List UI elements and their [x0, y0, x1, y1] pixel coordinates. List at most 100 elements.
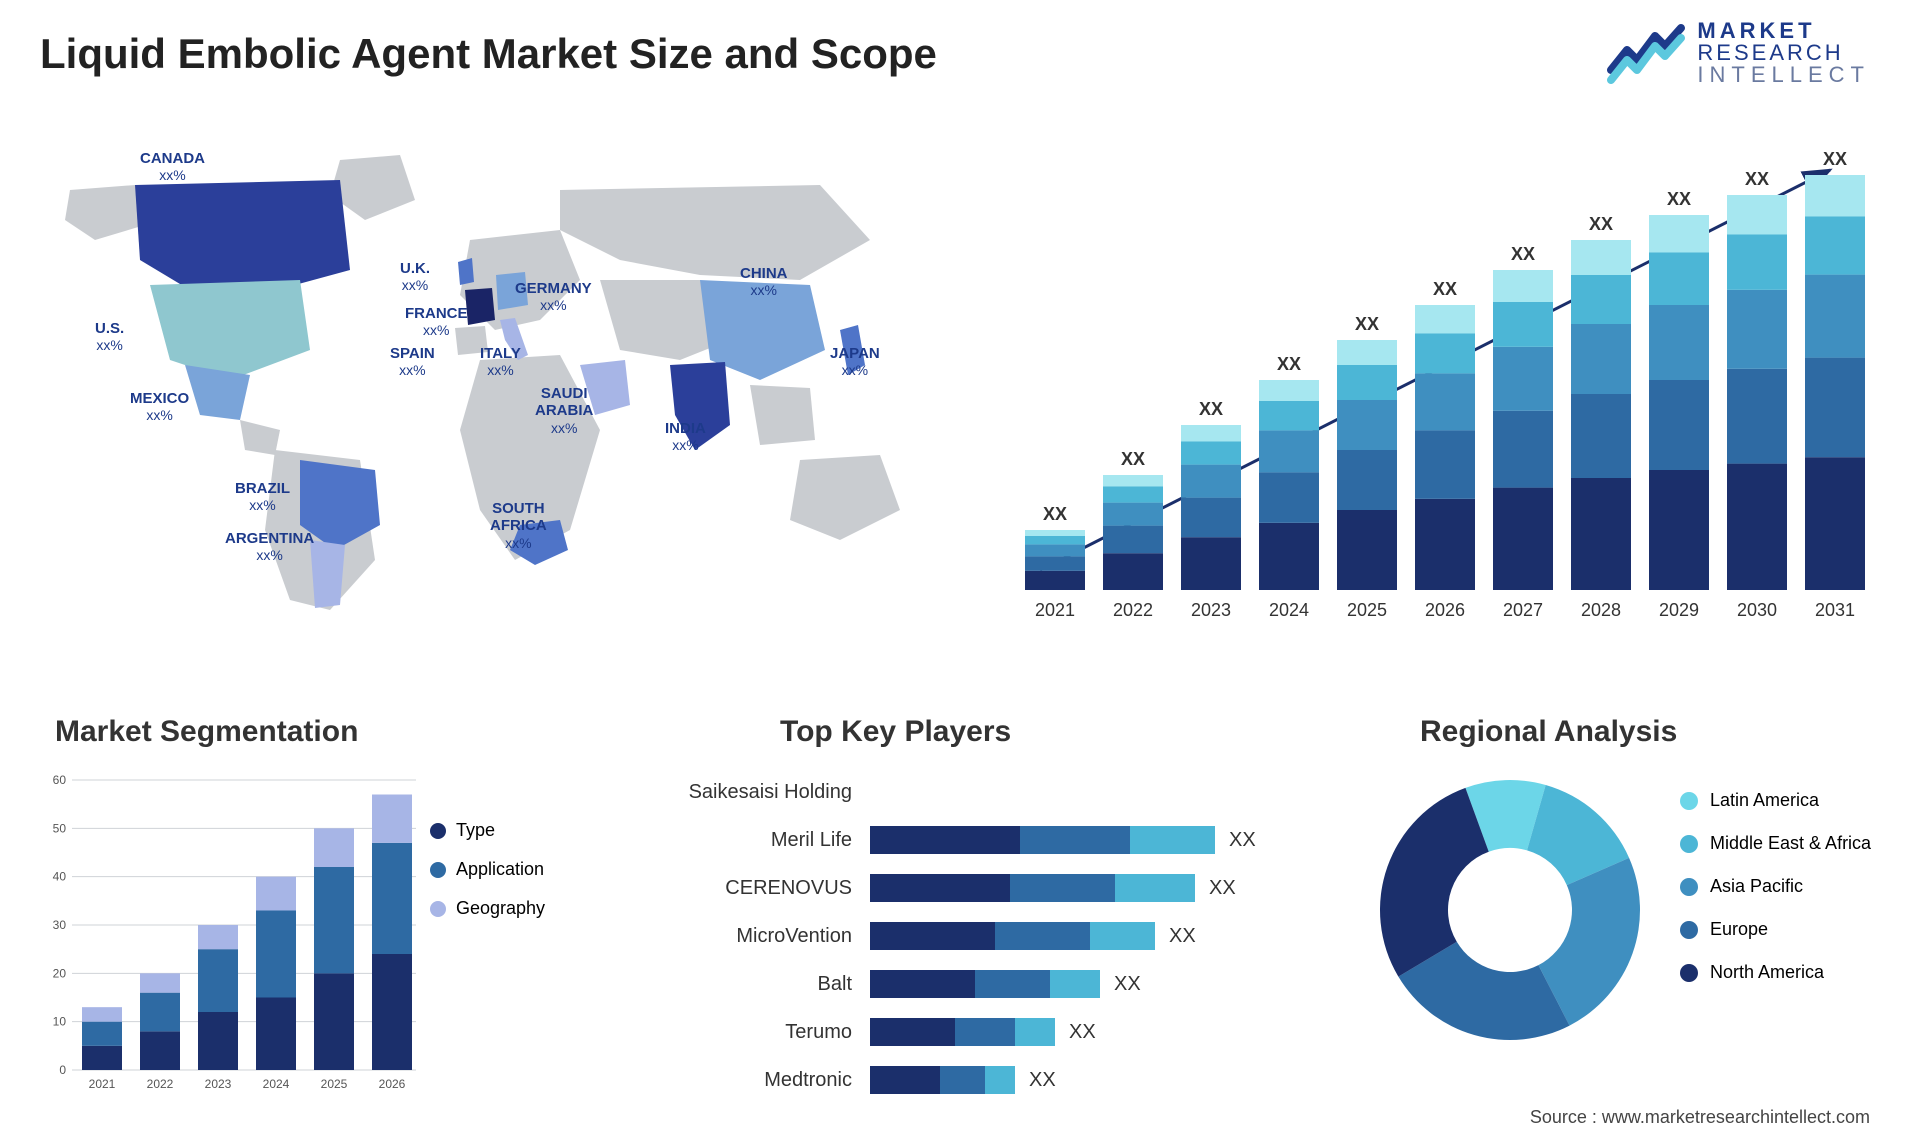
seg-bar-2026-Geography	[372, 795, 412, 843]
forecast-bar-2028-seg4	[1571, 240, 1631, 275]
forecast-bar-2022-seg2	[1103, 503, 1163, 526]
player-bar	[870, 922, 1155, 950]
forecast-bar-2027-seg2	[1493, 347, 1553, 411]
player-name: Meril Life	[640, 829, 870, 852]
players-title: Top Key Players	[780, 715, 1011, 749]
forecast-x-label-2030: 2030	[1737, 600, 1777, 620]
player-seg	[955, 1018, 1015, 1046]
forecast-x-label-2025: 2025	[1347, 600, 1387, 620]
forecast-x-label-2023: 2023	[1191, 600, 1231, 620]
map-region-c-am	[240, 420, 280, 455]
forecast-bar-2024-seg3	[1259, 401, 1319, 430]
segmentation-chart: 0102030405060202120222023202420252026	[40, 770, 420, 1100]
map-label-japan: JAPANxx%	[830, 345, 880, 380]
map-label-argentina: ARGENTINAxx%	[225, 530, 314, 565]
forecast-bar-2029-seg4	[1649, 215, 1709, 253]
player-bar	[870, 970, 1100, 998]
seg-bar-2025-Type	[314, 973, 354, 1070]
player-seg	[985, 1066, 1015, 1094]
forecast-bar-2021-seg0	[1025, 571, 1085, 590]
seg-ytick-50: 50	[53, 821, 67, 835]
map-label-france: FRANCExx%	[405, 305, 468, 340]
forecast-bar-2026-seg3	[1415, 334, 1475, 374]
forecast-x-label-2031: 2031	[1815, 600, 1855, 620]
forecast-top-label-2024: XX	[1277, 354, 1301, 374]
forecast-bar-2028-seg1	[1571, 394, 1631, 478]
player-seg	[870, 1018, 955, 1046]
region-legend-north-america: North America	[1680, 962, 1871, 983]
map-label-u-k-: U.K.xx%	[400, 260, 430, 295]
forecast-bar-2030-seg2	[1727, 290, 1787, 369]
forecast-x-label-2029: 2029	[1659, 600, 1699, 620]
map-label-italy: ITALYxx%	[480, 345, 521, 380]
seg-ytick-0: 0	[59, 1063, 66, 1077]
forecast-top-label-2028: XX	[1589, 214, 1613, 234]
map-region-argentina	[310, 540, 345, 608]
player-seg	[1115, 874, 1195, 902]
forecast-x-label-2026: 2026	[1425, 600, 1465, 620]
forecast-bar-2024-seg2	[1259, 430, 1319, 472]
player-name: Balt	[640, 973, 870, 996]
segmentation-legend: TypeApplicationGeography	[430, 820, 545, 937]
player-seg	[870, 922, 995, 950]
forecast-bar-2021-seg4	[1025, 530, 1085, 536]
forecast-bar-2024-seg4	[1259, 380, 1319, 401]
source-line: Source : www.marketresearchintellect.com	[1530, 1107, 1870, 1128]
forecast-bar-2025-seg3	[1337, 365, 1397, 400]
player-name: Saikesaisi Holding	[640, 781, 870, 804]
seg-ytick-60: 60	[53, 773, 67, 787]
player-seg	[1130, 826, 1215, 854]
map-region-alaska	[65, 185, 145, 240]
seg-bar-2023-Application	[198, 949, 238, 1012]
seg-x-2023: 2023	[205, 1077, 232, 1091]
map-label-south-africa: SOUTHAFRICAxx%	[490, 500, 547, 552]
segmentation-title: Market Segmentation	[55, 715, 358, 749]
brand-logo: MARKET RESEARCH INTELLECT	[1607, 20, 1870, 86]
region-swatch	[1680, 878, 1698, 896]
player-bar	[870, 1018, 1055, 1046]
forecast-bar-2023-seg2	[1181, 465, 1241, 498]
map-label-brazil: BRAZILxx%	[235, 480, 290, 515]
forecast-top-label-2030: XX	[1745, 169, 1769, 189]
map-label-canada: CANADAxx%	[140, 150, 205, 185]
region-legend-latin-america: Latin America	[1680, 790, 1871, 811]
seg-legend-type: Type	[430, 820, 545, 841]
region-legend-middle-east-africa: Middle East & Africa	[1680, 833, 1871, 854]
player-value: XX	[1055, 1021, 1096, 1044]
map-region-uk	[458, 258, 474, 285]
player-row-microvention: MicroVentionXX	[640, 914, 1320, 958]
seg-legend-swatch-geography	[430, 901, 446, 917]
seg-ytick-20: 20	[53, 966, 67, 980]
seg-legend-label-geography: Geography	[456, 898, 545, 919]
regional-title: Regional Analysis	[1420, 715, 1677, 749]
regional-legend: Latin AmericaMiddle East & AfricaAsia Pa…	[1680, 790, 1871, 1005]
forecast-bar-2030-seg4	[1727, 195, 1787, 235]
seg-ytick-30: 30	[53, 918, 67, 932]
player-seg	[870, 1066, 940, 1094]
player-row-saikesaisi-holding: Saikesaisi Holding	[640, 770, 1320, 814]
forecast-top-label-2026: XX	[1433, 279, 1457, 299]
region-label: Europe	[1710, 919, 1768, 940]
region-swatch	[1680, 964, 1698, 982]
player-seg	[975, 970, 1050, 998]
forecast-bar-2022-seg4	[1103, 475, 1163, 487]
forecast-bar-2026-seg0	[1415, 499, 1475, 590]
seg-bar-2022-Type	[140, 1031, 180, 1070]
forecast-bar-2025-seg1	[1337, 450, 1397, 510]
forecast-bar-2028-seg0	[1571, 478, 1631, 590]
forecast-bar-2022-seg0	[1103, 553, 1163, 590]
player-seg	[995, 922, 1090, 950]
forecast-bar-2026-seg2	[1415, 373, 1475, 430]
forecast-bar-2031-seg2	[1805, 275, 1865, 358]
forecast-bar-2031-seg4	[1805, 175, 1865, 217]
player-row-balt: BaltXX	[640, 962, 1320, 1006]
forecast-bar-2025-seg0	[1337, 510, 1397, 590]
forecast-chart: XX2021XX2022XX2023XX2024XX2025XX2026XX20…	[1000, 150, 1870, 610]
seg-bar-2024-Application	[256, 911, 296, 998]
player-seg	[1090, 922, 1155, 950]
forecast-bar-2024-seg0	[1259, 523, 1319, 590]
seg-x-2026: 2026	[379, 1077, 406, 1091]
forecast-bar-2023-seg4	[1181, 425, 1241, 442]
forecast-top-label-2025: XX	[1355, 314, 1379, 334]
seg-x-2024: 2024	[263, 1077, 290, 1091]
